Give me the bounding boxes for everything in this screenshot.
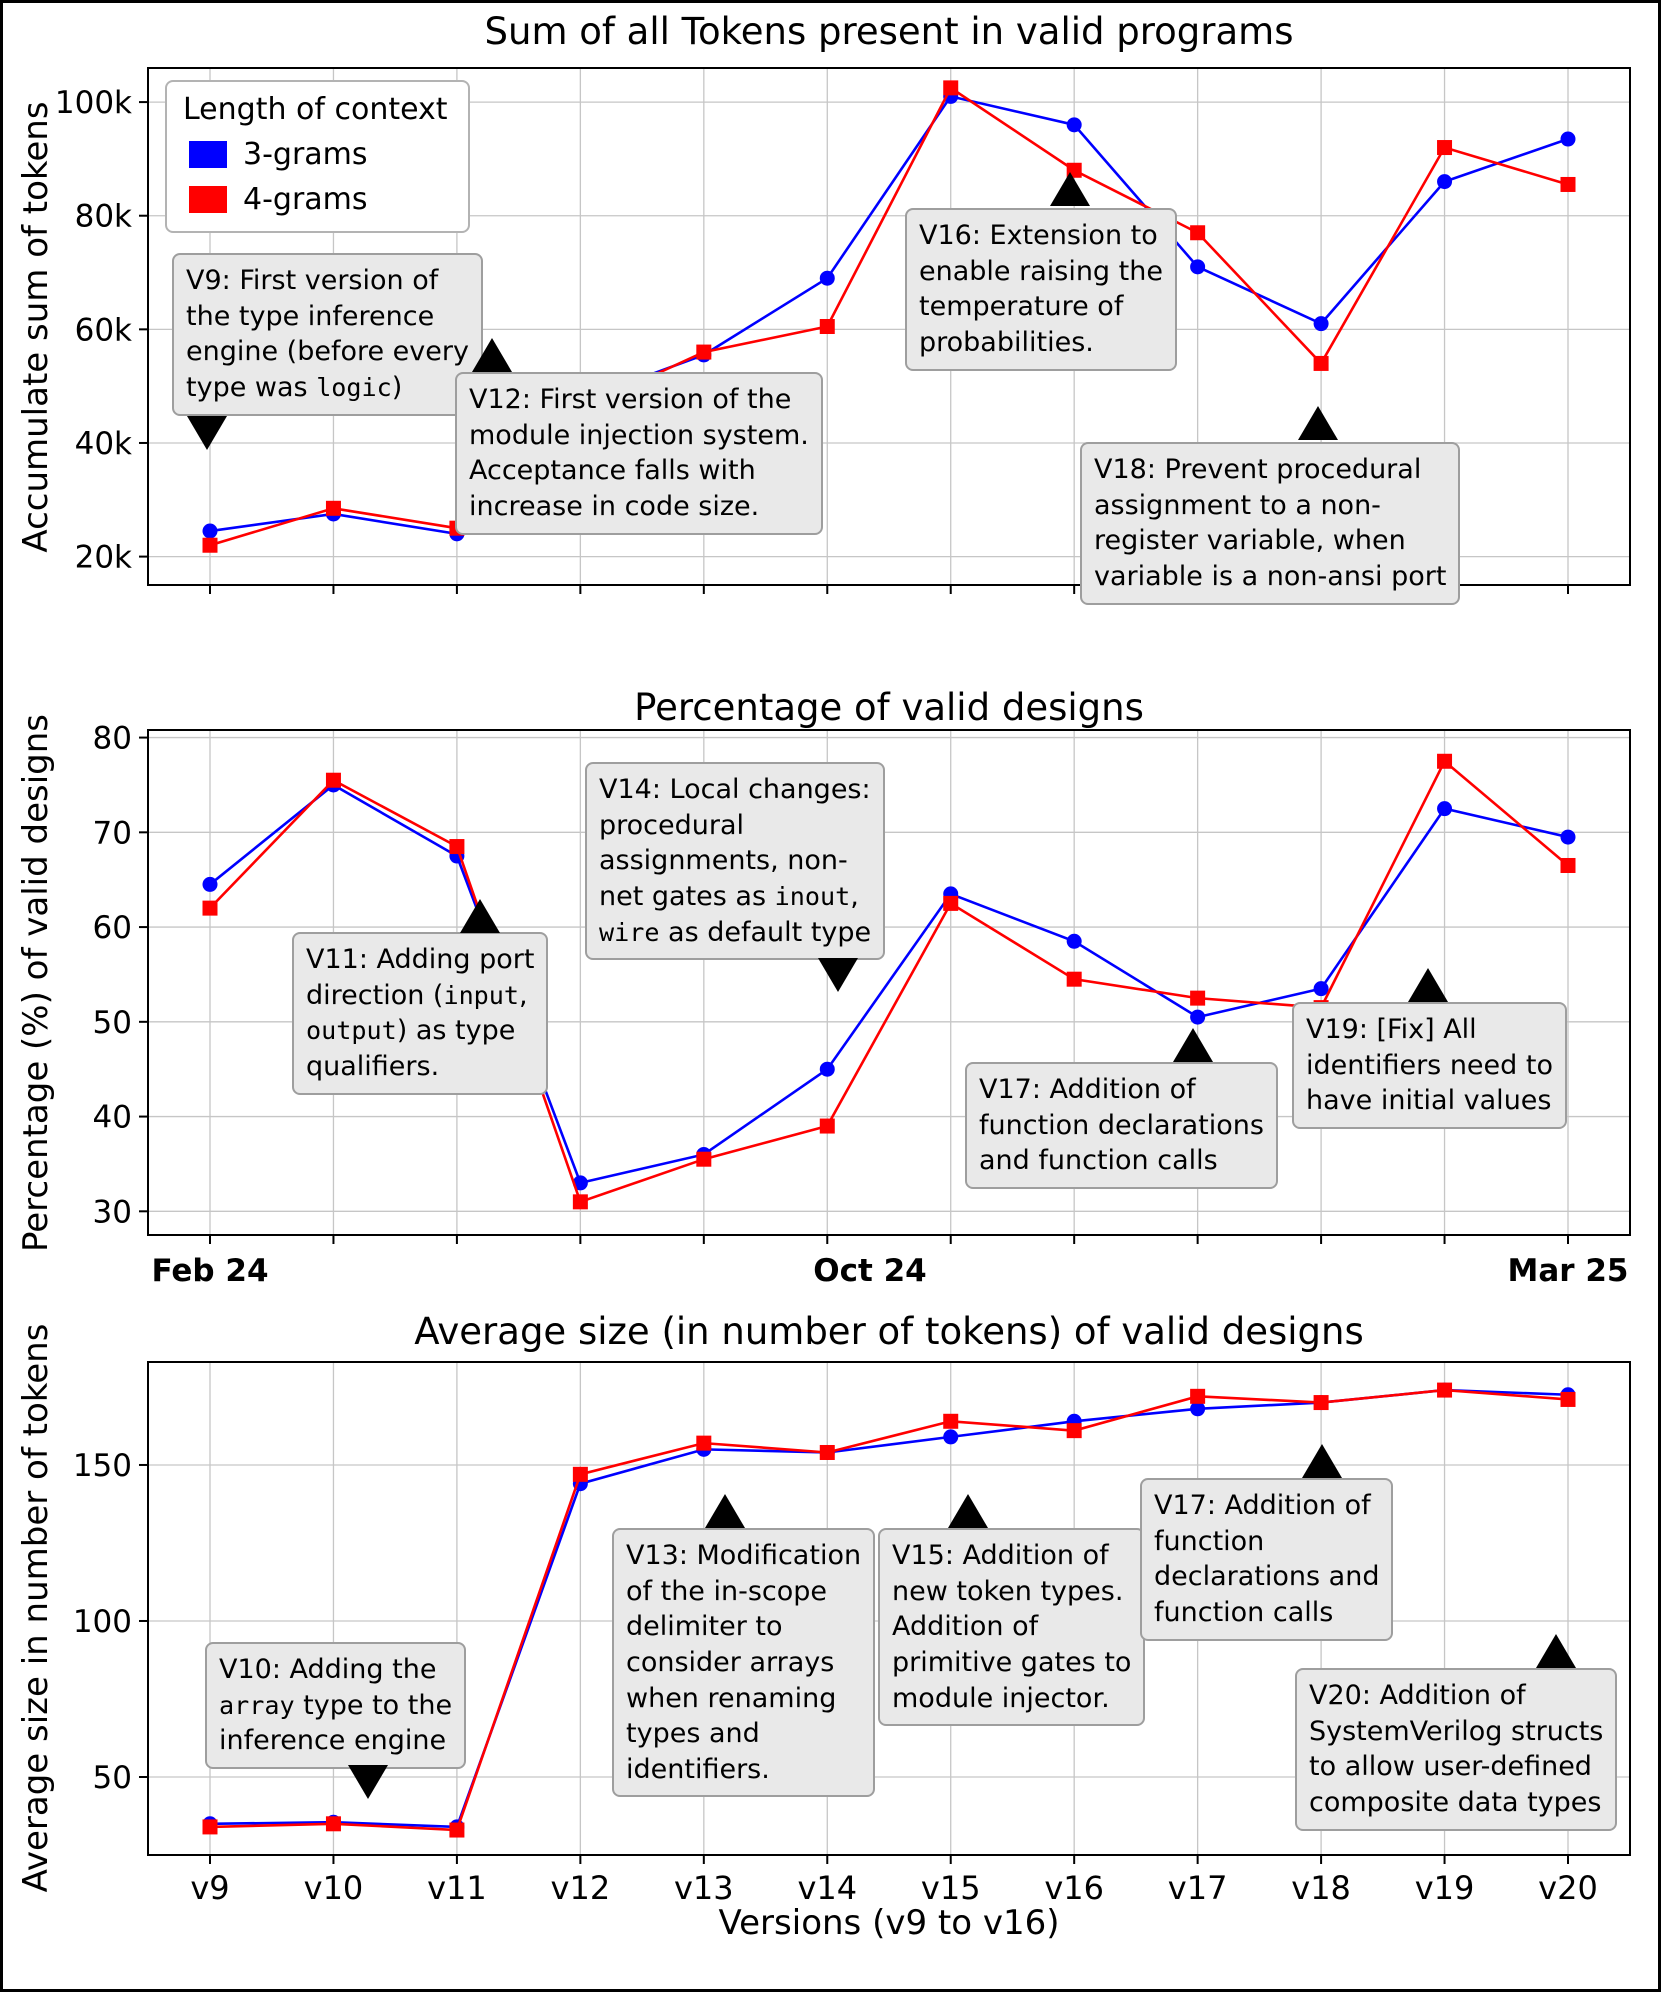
annotation-v13: V13: Modification of the in-scope delimi… [612,1528,876,1798]
svg-text:v9: v9 [190,1869,229,1907]
svg-text:80: 80 [93,721,132,757]
svg-text:v10: v10 [304,1869,364,1907]
svg-text:100: 100 [73,1604,132,1640]
annotation-arrow-v13-icon [705,1494,745,1528]
legend-item-3grams: 3-grams [183,137,448,172]
annotation-arrow-v11-icon [460,899,500,933]
svg-text:40: 40 [93,1100,132,1136]
svg-text:150: 150 [73,1448,132,1484]
chart2-y-axis-label: Percentage (%) of valid designs [16,713,56,1253]
chart1-title: Sum of all Tokens present in valid progr… [484,10,1294,53]
annotation-v20: V20: Addition of SystemVerilog structs t… [1295,1668,1618,1831]
legend-swatch-4grams-icon [189,186,227,213]
svg-text:30: 30 [93,1194,132,1230]
svg-text:Feb 24: Feb 24 [151,1253,268,1289]
annotation-v18: V18: Prevent procedural assignment to a … [1080,442,1461,605]
svg-text:50: 50 [93,1005,132,1041]
legend: Length of context 3-grams 4-grams [165,80,470,233]
legend-swatch-3grams-icon [189,141,227,168]
chart1-y-axis-label: Accumulate sum of tokens [16,101,56,553]
svg-text:v18: v18 [1291,1869,1351,1907]
svg-text:80k: 80k [75,199,132,235]
svg-text:20k: 20k [75,540,132,576]
annotation-v12: V12: First version of the module injecti… [455,372,823,535]
annotation-arrow-v15-icon [948,1494,988,1528]
svg-text:60k: 60k [75,312,132,348]
annotation-arrow-v17-size-icon [1302,1444,1342,1478]
chart2-title: Percentage of valid designs [634,686,1144,729]
annotation-arrow-v16-icon [1050,172,1090,206]
svg-text:v14: v14 [797,1869,857,1907]
legend-label-3grams: 3-grams [243,137,368,172]
svg-text:v20: v20 [1538,1869,1598,1907]
annotation-v10: V10: Adding the array type to the infere… [205,1642,467,1769]
legend-title: Length of context [183,92,448,127]
svg-text:v11: v11 [427,1869,487,1907]
annotation-v19: V19: [Fix] All identifiers need to have … [1292,1002,1567,1129]
annotation-arrow-v12-icon [472,338,512,372]
svg-text:60: 60 [93,910,132,946]
annotation-v17-size: V17: Addition of function declarations a… [1140,1478,1394,1641]
annotation-arrow-v14-icon [818,958,858,992]
svg-text:50: 50 [93,1760,132,1796]
svg-text:v19: v19 [1415,1869,1475,1907]
svg-text:70: 70 [93,815,132,851]
annotation-v14: V14: Local changes: procedural assignmen… [585,762,886,961]
x-axis-label: Versions (v9 to v16) [718,1903,1060,1943]
annotation-v15: V15: Addition of new token types. Additi… [878,1528,1146,1727]
legend-label-4grams: 4-grams [243,182,368,217]
svg-text:Mar 25: Mar 25 [1508,1253,1629,1289]
annotation-v16: V16: Extension to enable raising the tem… [905,208,1177,371]
legend-item-4grams: 4-grams [183,182,448,217]
svg-text:100k: 100k [55,85,132,121]
chart3-y-axis-label: Average size in number of tokens [16,1323,56,1893]
svg-text:v17: v17 [1168,1869,1228,1907]
annotation-arrow-v9-icon [187,416,227,450]
annotation-arrow-v18-icon [1298,406,1338,440]
svg-text:v16: v16 [1044,1869,1104,1907]
svg-text:40k: 40k [75,426,132,462]
annotation-v11: V11: Adding port direction (input, outpu… [292,932,549,1095]
annotation-arrow-v17-percentage-icon [1173,1028,1213,1062]
svg-text:Oct 24: Oct 24 [813,1253,926,1289]
svg-text:v15: v15 [921,1869,981,1907]
chart3-title: Average size (in number of tokens) of va… [414,1310,1364,1353]
svg-text:v12: v12 [551,1869,611,1907]
annotation-v17-percentage: V17: Addition of function declarations a… [965,1062,1278,1189]
annotation-arrow-v20-icon [1536,1634,1576,1668]
annotation-arrow-v10-icon [348,1765,388,1799]
annotation-v9: V9: First version of the type inference … [172,253,483,416]
annotation-arrow-v19-icon [1408,968,1448,1002]
svg-text:v13: v13 [674,1869,734,1907]
